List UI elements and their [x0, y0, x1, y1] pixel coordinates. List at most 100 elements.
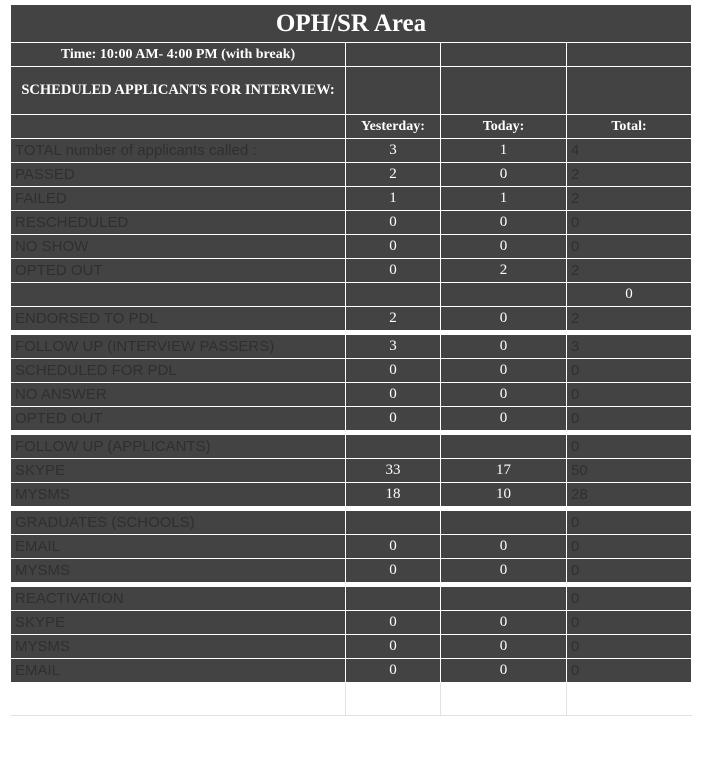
row-label: NO SHOW — [10, 234, 346, 259]
cell-today: 0 — [440, 558, 567, 583]
cell-yesterday: 33 — [345, 458, 441, 483]
row-label: RESCHEDULED — [10, 210, 346, 235]
time-label: Time: 10:00 AM- 4:00 PM (with break) — [10, 42, 346, 67]
table-row: OPTED OUT 0 0 0 — [10, 406, 693, 431]
cell-yesterday — [345, 510, 441, 535]
row-label: OPTED OUT — [10, 258, 346, 283]
cell-total: 2 — [565, 162, 693, 187]
cell-total: 0 — [565, 210, 693, 235]
table-row: EMAIL 0 0 0 — [10, 534, 693, 559]
cell-yesterday: 0 — [345, 234, 441, 259]
cell-yesterday: 2 — [345, 306, 441, 331]
cell-total: 0 — [565, 282, 693, 307]
time-row-today-cell — [440, 42, 567, 67]
cell-total: 2 — [565, 186, 693, 211]
cell-today — [440, 282, 567, 307]
cell-yesterday: 0 — [345, 258, 441, 283]
table-row: ENDORSED TO PDL 2 0 2 — [10, 306, 693, 331]
row-label: TOTAL number of applicants called : — [10, 138, 346, 163]
report-sheet: OPH/SR Area Time: 10:00 AM- 4:00 PM (wit… — [9, 4, 693, 716]
title-row: OPH/SR Area — [9, 4, 693, 43]
row-label: MYSMS — [10, 558, 346, 583]
table-footer-row — [10, 682, 693, 716]
row-label: EMAIL — [10, 658, 346, 683]
cell-yesterday: 0 — [345, 610, 441, 635]
row-label: PASSED — [10, 162, 346, 187]
cell-today — [440, 434, 567, 459]
table-row: REACTIVATION 0 — [10, 586, 693, 611]
cell-yesterday: 3 — [345, 334, 441, 359]
table-row: NO ANSWER 0 0 0 — [10, 382, 693, 407]
row-label: REACTIVATION — [10, 586, 346, 611]
cell-yesterday: 0 — [345, 658, 441, 683]
table-body: OPH/SR Area Time: 10:00 AM- 4:00 PM (wit… — [9, 4, 693, 716]
scheduled-row-yesterday-cell — [345, 66, 441, 115]
row-label: GRADUATES (SCHOOLS) — [10, 510, 346, 535]
cell-yesterday: 0 — [345, 382, 441, 407]
time-row: Time: 10:00 AM- 4:00 PM (with break) — [10, 42, 693, 67]
cell-yesterday — [345, 434, 441, 459]
column-header-label — [10, 114, 346, 139]
cell-yesterday: 0 — [345, 358, 441, 383]
cell-total: 3 — [565, 334, 693, 359]
cell-total: 0 — [565, 406, 693, 431]
cell-total: 4 — [565, 138, 693, 163]
oph-sr-area-table: OPH/SR Area Time: 10:00 AM- 4:00 PM (wit… — [9, 4, 693, 716]
time-row-total-cell — [565, 42, 693, 67]
row-label: ENDORSED TO PDL — [10, 306, 346, 331]
cell-yesterday — [345, 282, 441, 307]
cell-today: 1 — [440, 186, 567, 211]
cell-total: 0 — [565, 382, 693, 407]
row-label: SKYPE — [10, 458, 346, 483]
page-title: OPH/SR Area — [9, 4, 693, 43]
cell-total: 0 — [565, 586, 693, 611]
cell-today: 0 — [440, 334, 567, 359]
cell-today: 0 — [440, 306, 567, 331]
column-header-yesterday: Yesterday: — [345, 114, 441, 139]
cell-yesterday: 1 — [345, 186, 441, 211]
row-label: MYSMS — [10, 482, 346, 507]
cell-today: 0 — [440, 658, 567, 683]
time-row-yesterday-cell — [345, 42, 441, 67]
row-label — [10, 282, 346, 307]
row-label: SKYPE — [10, 610, 346, 635]
cell-today: 0 — [440, 358, 567, 383]
column-header-today: Today: — [440, 114, 567, 139]
scheduled-applicants-label: SCHEDULED APPLICANTS FOR INTERVIEW: — [10, 66, 346, 115]
column-header-row: Yesterday: Today: Total: — [10, 114, 693, 139]
cell-yesterday: 0 — [345, 558, 441, 583]
table-row: OPTED OUT 0 2 2 — [10, 258, 693, 283]
table-row: GRADUATES (SCHOOLS) 0 — [10, 510, 693, 535]
cell-total: 28 — [565, 482, 693, 507]
table-footer-cell-4 — [565, 682, 693, 716]
cell-total: 2 — [565, 306, 693, 331]
row-label: FOLLOW UP (APPLICANTS) — [10, 434, 346, 459]
cell-total: 2 — [565, 258, 693, 283]
table-footer-cell-3 — [440, 682, 567, 716]
table-row: SKYPE 0 0 0 — [10, 610, 693, 635]
cell-today: 2 — [440, 258, 567, 283]
cell-today: 17 — [440, 458, 567, 483]
table-row: SCHEDULED FOR PDL 0 0 0 — [10, 358, 693, 383]
cell-total: 0 — [565, 510, 693, 535]
table-row: NO SHOW 0 0 0 — [10, 234, 693, 259]
cell-yesterday: 2 — [345, 162, 441, 187]
row-label: EMAIL — [10, 534, 346, 559]
cell-yesterday: 3 — [345, 138, 441, 163]
cell-total: 0 — [565, 234, 693, 259]
cell-today: 0 — [440, 610, 567, 635]
table-row: SKYPE 33 17 50 — [10, 458, 693, 483]
cell-total: 0 — [565, 658, 693, 683]
table-footer-cell-1 — [10, 682, 346, 716]
row-label: FOLLOW UP (INTERVIEW PASSERS) — [10, 334, 346, 359]
table-row: FAILED 1 1 2 — [10, 186, 693, 211]
cell-today: 0 — [440, 234, 567, 259]
cell-today: 0 — [440, 406, 567, 431]
cell-yesterday: 0 — [345, 634, 441, 659]
table-row: FOLLOW UP (INTERVIEW PASSERS) 3 0 3 — [10, 334, 693, 359]
scheduled-row-total-cell — [565, 66, 693, 115]
cell-yesterday: 0 — [345, 210, 441, 235]
row-label: FAILED — [10, 186, 346, 211]
cell-total: 50 — [565, 458, 693, 483]
